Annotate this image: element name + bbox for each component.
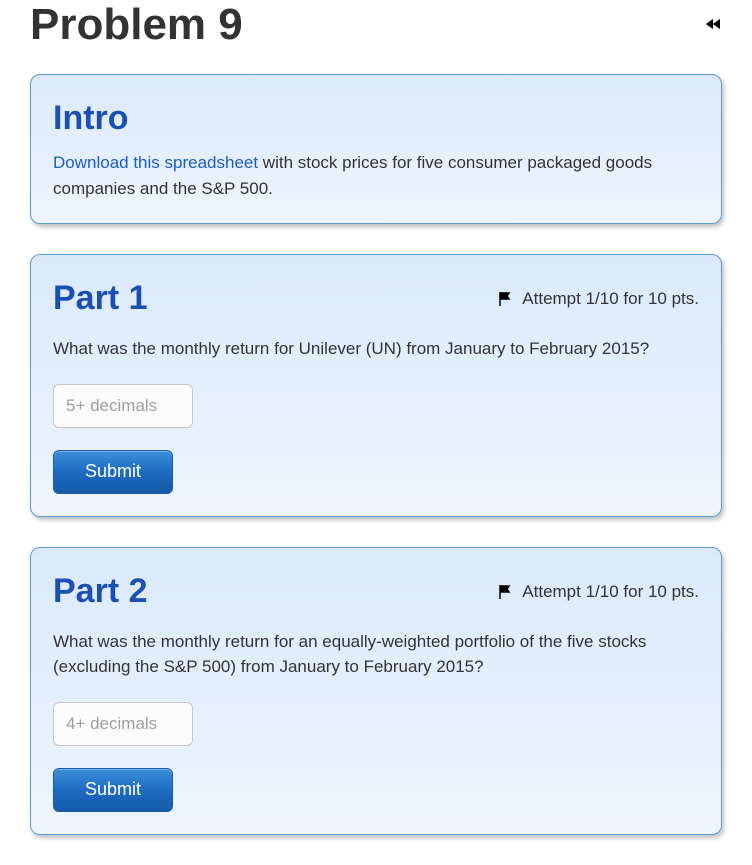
- part1-input-row: [53, 384, 699, 428]
- part1-heading: Part 1: [53, 279, 148, 318]
- part2-submit-row: Submit: [53, 768, 699, 812]
- part1-question: What was the monthly return for Unilever…: [53, 336, 699, 362]
- part2-input-row: [53, 702, 699, 746]
- part2-attempt: Attempt 1/10 for 10 pts.: [498, 582, 699, 602]
- download-spreadsheet-link[interactable]: Download this spreadsheet: [53, 153, 258, 172]
- intro-card: Intro Download this spreadsheet with sto…: [30, 74, 722, 224]
- page-header: Problem 9: [30, 0, 722, 74]
- part2-submit-button[interactable]: Submit: [53, 768, 173, 812]
- part2-question: What was the monthly return for an equal…: [53, 629, 699, 680]
- part1-card: Part 1 Attempt 1/10 for 10 pts. What was…: [30, 254, 722, 517]
- part1-header-row: Part 1 Attempt 1/10 for 10 pts.: [53, 275, 699, 330]
- flag-icon[interactable]: [498, 585, 512, 599]
- part1-answer-input[interactable]: [53, 384, 193, 428]
- part1-submit-row: Submit: [53, 450, 699, 494]
- collapse-icon[interactable]: [704, 14, 722, 37]
- part2-header-row: Part 2 Attempt 1/10 for 10 pts.: [53, 568, 699, 623]
- intro-heading: Intro: [53, 99, 699, 138]
- part2-answer-input[interactable]: [53, 702, 193, 746]
- intro-body: Download this spreadsheet with stock pri…: [53, 150, 699, 201]
- part2-heading: Part 2: [53, 572, 148, 611]
- part2-card: Part 2 Attempt 1/10 for 10 pts. What was…: [30, 547, 722, 835]
- part1-attempt: Attempt 1/10 for 10 pts.: [498, 289, 699, 309]
- part1-attempt-text: Attempt 1/10 for 10 pts.: [522, 289, 699, 309]
- page-title: Problem 9: [30, 0, 243, 50]
- part1-submit-button[interactable]: Submit: [53, 450, 173, 494]
- part2-attempt-text: Attempt 1/10 for 10 pts.: [522, 582, 699, 602]
- flag-icon[interactable]: [498, 292, 512, 306]
